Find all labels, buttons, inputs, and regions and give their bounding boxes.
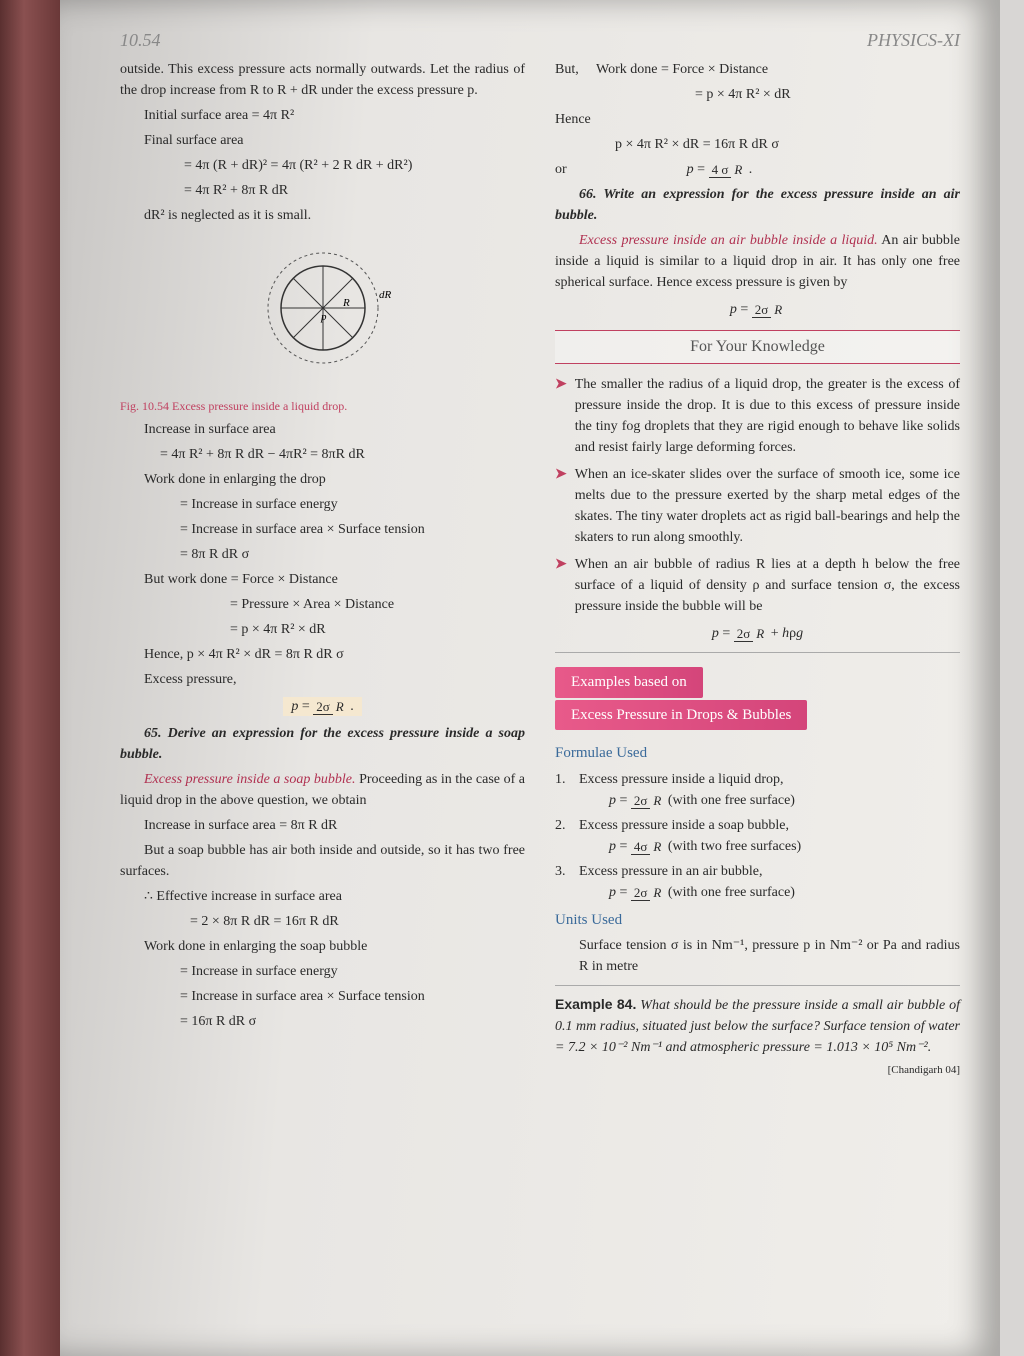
workdone2: = p × 4π R² × dR xyxy=(695,84,960,105)
q66: 66. Write an expression for the excess p… xyxy=(555,184,960,226)
excess-label: Excess pressure, xyxy=(120,669,525,690)
soap-eff-eq: = 2 × 8π R dR = 16π R dR xyxy=(190,911,525,932)
left-column: outside. This excess pressure acts norma… xyxy=(120,59,525,1083)
svg-text:p: p xyxy=(320,311,327,323)
book-binding xyxy=(0,0,60,1356)
examples-subtitle: Excess Pressure in Drops & Bubbles xyxy=(555,700,807,731)
soap-increase: Increase in surface area = 8π R dR xyxy=(120,815,525,836)
subject-label: PHYSICS-XI xyxy=(867,30,960,51)
soap-intro: Excess pressure inside a soap bubble. Pr… xyxy=(120,769,525,811)
soap-work2: = Increase in surface area × Surface ten… xyxy=(180,986,525,1007)
work-eq2: = Increase in surface area × Surface ten… xyxy=(180,519,525,540)
increase-label: Increase in surface area xyxy=(120,419,525,440)
soap-work1: = Increase in surface energy xyxy=(180,961,525,982)
formula-2: 2. Excess pressure inside a soap bubble,… xyxy=(555,815,960,857)
soap-work-label: Work done in enlarging the soap bubble xyxy=(120,936,525,957)
svg-text:R: R xyxy=(342,297,350,309)
example-source: [Chandigarh 04] xyxy=(555,1062,960,1079)
soap-effective: ∴ Effective increase in surface area xyxy=(120,886,525,907)
knowledge-item-1: ➤The smaller the radius of a liquid drop… xyxy=(555,374,960,458)
work-eq3: = 8π R dR σ xyxy=(180,544,525,565)
soap-work3: = 16π R dR σ xyxy=(180,1011,525,1032)
units-heading: Units Used xyxy=(555,909,960,932)
q65: 65. Derive an expression for the excess … xyxy=(120,723,525,765)
but-work: But work done = Force × Distance xyxy=(120,569,525,590)
page-number: 10.54 xyxy=(120,30,161,51)
page-header: 10.54 PHYSICS-XI xyxy=(120,30,960,51)
or-line: orp = 4 σR . xyxy=(555,159,960,180)
work-label: Work done in enlarging the drop xyxy=(120,469,525,490)
but-work3: = p × 4π R² × dR xyxy=(230,619,525,640)
figure-diagram: p R dR xyxy=(120,238,525,385)
final-area-eq2: = 4π R² + 8π R dR xyxy=(160,180,525,201)
svg-text:dR: dR xyxy=(379,289,392,301)
figure-caption: Fig. 10.54 Excess pressure inside a liqu… xyxy=(120,397,525,415)
hence-eq2: p × 4π R² × dR = 16π R dR σ xyxy=(615,134,960,155)
excess-formula: p = 2σR . xyxy=(120,696,525,717)
neglect-note: dR² is neglected as it is small. xyxy=(120,205,525,226)
air-bubble-text: Excess pressure inside an air bubble ins… xyxy=(555,230,960,293)
intro-text: outside. This excess pressure acts norma… xyxy=(120,59,525,101)
work-eq1: = Increase in surface energy xyxy=(180,494,525,515)
examples-title: Examples based on xyxy=(555,667,703,698)
knowledge-item-3: ➤When an air bubble of radius R lies at … xyxy=(555,554,960,617)
example-84: Example 84. What should be the pressure … xyxy=(555,994,960,1058)
right-column: But, Work done = Force × Distance = p × … xyxy=(555,59,960,1083)
initial-area: Initial surface area = 4π R² xyxy=(120,105,525,126)
final-area-label: Final surface area xyxy=(120,130,525,151)
formula-1: 1. Excess pressure inside a liquid drop,… xyxy=(555,769,960,811)
knowledge-item-2: ➤When an ice-skater slides over the surf… xyxy=(555,464,960,548)
hence-eq: Hence, p × 4π R² × dR = 8π R dR σ xyxy=(120,644,525,665)
soap-but: But a soap bubble has air both inside an… xyxy=(120,840,525,882)
final-area-eq1: = 4π (R + dR)² = 4π (R² + 2 R dR + dR²) xyxy=(160,155,525,176)
examples-box: Examples based on Excess Pressure in Dro… xyxy=(555,661,960,736)
hence-label: Hence xyxy=(555,109,960,130)
k3-formula: p = 2σR + hρg xyxy=(555,623,960,644)
knowledge-heading: For Your Knowledge xyxy=(555,330,960,364)
but-label: But, Work done = Force × Distance xyxy=(555,59,960,80)
increase-eq: = 4π R² + 8π R dR − 4πR² = 8πR dR xyxy=(160,444,525,465)
air-formula: p = 2σR xyxy=(555,299,960,320)
formula-3: 3. Excess pressure in an air bubble, p =… xyxy=(555,861,960,903)
formulae-heading: Formulae Used xyxy=(555,742,960,765)
page-content: 10.54 PHYSICS-XI outside. This excess pr… xyxy=(60,0,1000,1356)
but-work2: = Pressure × Area × Distance xyxy=(230,594,525,615)
units-text: Surface tension σ is in Nm⁻¹, pressure p… xyxy=(579,935,960,977)
